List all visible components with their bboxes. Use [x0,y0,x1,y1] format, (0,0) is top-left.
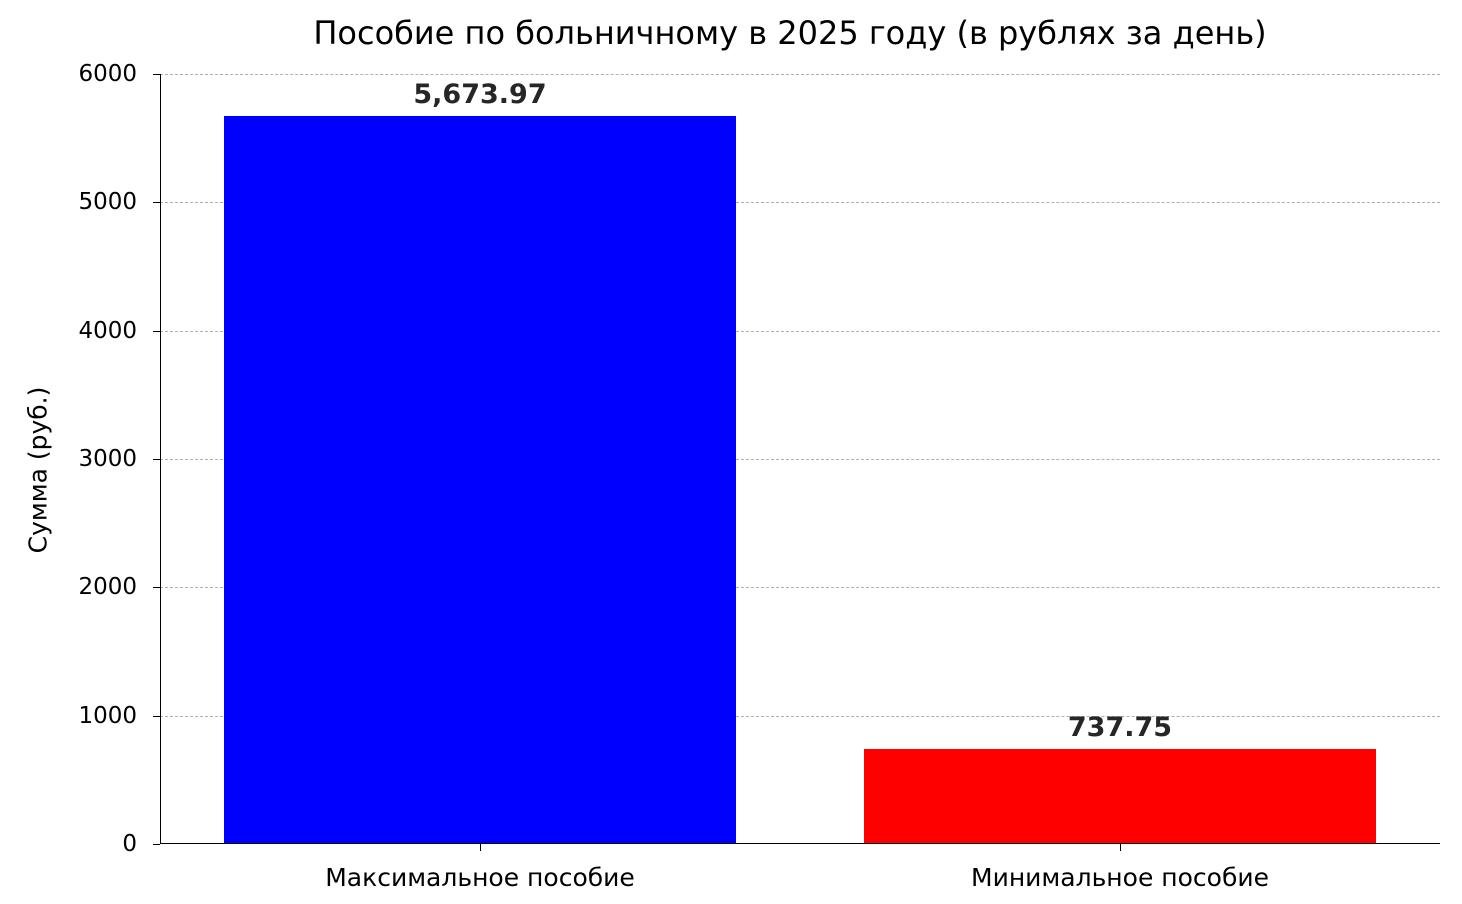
y-tick-label: 2000 [47,574,137,600]
gridline [160,74,1440,75]
bar-value-label: 5,673.97 [413,79,546,110]
y-tick [153,331,160,332]
y-tick [153,202,160,203]
x-tick [1120,844,1121,851]
x-axis [160,843,1440,844]
y-tick-label: 1000 [47,703,137,729]
bar [864,749,1376,844]
chart-stage: Пособие по больничному в 2025 году (в ру… [0,0,1462,904]
y-tick [153,716,160,717]
y-tick-label: 4000 [47,318,137,344]
y-tick-label: 6000 [47,61,137,87]
bar [224,116,736,844]
x-tick-label: Максимальное пособие [325,863,635,892]
y-tick-label: 3000 [47,446,137,472]
plot-area: 5,673.97 737.75 [160,74,1440,844]
chart-title: Пособие по больничному в 2025 году (в ру… [90,14,1462,52]
y-tick [153,587,160,588]
y-tick-label: 5000 [47,189,137,215]
y-tick [153,74,160,75]
x-tick [480,844,481,851]
y-tick [153,844,160,845]
y-tick-label: 0 [47,831,137,857]
x-tick-label: Минимальное пособие [971,863,1269,892]
bar-value-label: 737.75 [1068,712,1172,743]
y-axis [160,74,161,844]
y-tick [153,459,160,460]
